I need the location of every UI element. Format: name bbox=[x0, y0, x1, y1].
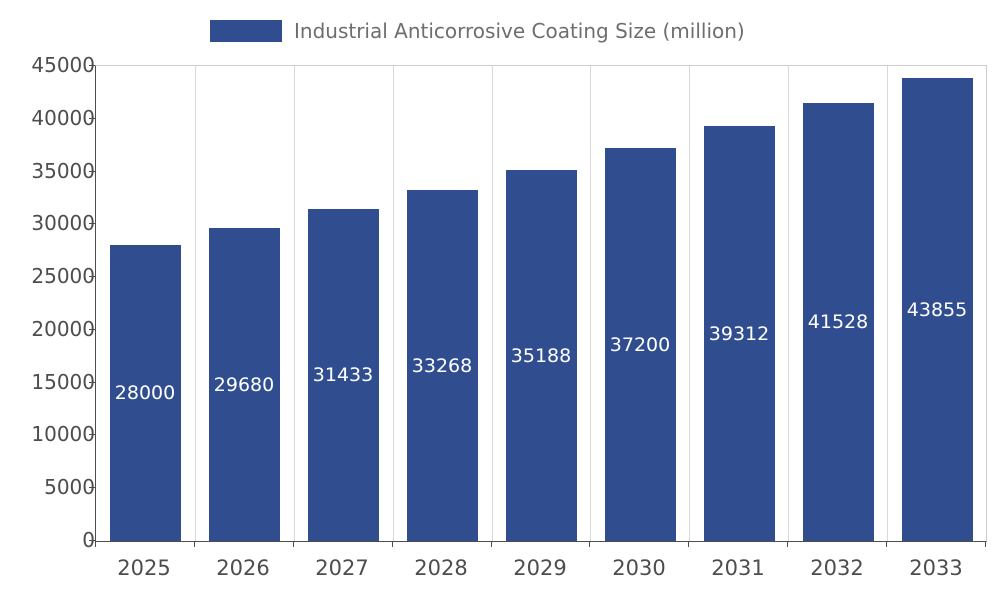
x-tick-label-2030: 2030 bbox=[612, 556, 666, 580]
gridline-vertical bbox=[788, 66, 789, 541]
y-tick-mark bbox=[89, 65, 95, 66]
bar-value-label: 37200 bbox=[609, 333, 671, 356]
x-tick-label-2026: 2026 bbox=[216, 556, 270, 580]
x-tick-label-2032: 2032 bbox=[810, 556, 864, 580]
gridline-vertical bbox=[492, 66, 493, 541]
y-tick-mark bbox=[89, 329, 95, 330]
bar-2033 bbox=[901, 78, 973, 541]
bar-2026 bbox=[208, 228, 280, 541]
x-tick-label-2029: 2029 bbox=[513, 556, 567, 580]
bar-2027 bbox=[307, 209, 379, 541]
x-tick-mark bbox=[392, 541, 393, 547]
bar-value-label: 39312 bbox=[708, 322, 770, 345]
y-tick-mark bbox=[89, 276, 95, 277]
bar-value-label: 43855 bbox=[906, 298, 968, 321]
y-tick-label: 45000 bbox=[31, 53, 95, 77]
y-tick-label: 40000 bbox=[31, 106, 95, 130]
x-tick-mark bbox=[985, 541, 986, 547]
bar-2030 bbox=[604, 148, 676, 541]
y-tick-mark bbox=[89, 223, 95, 224]
x-tick-mark bbox=[886, 541, 887, 547]
x-tick-label-2033: 2033 bbox=[909, 556, 963, 580]
x-tick-mark bbox=[491, 541, 492, 547]
bar-2028 bbox=[406, 190, 478, 541]
bar-2032 bbox=[802, 103, 874, 541]
bar-2029 bbox=[505, 170, 577, 541]
y-tick-label: 20000 bbox=[31, 317, 95, 341]
bar-2025 bbox=[109, 245, 181, 541]
plot-area: 28000 29680 31433 33268 35188 37200 39312 41528… bbox=[95, 65, 987, 542]
x-tick-mark bbox=[293, 541, 294, 547]
bar-2031 bbox=[703, 126, 775, 541]
y-tick-label: 15000 bbox=[31, 370, 95, 394]
gridline-vertical bbox=[393, 66, 394, 541]
legend-swatch[interactable] bbox=[210, 20, 282, 42]
x-tick-mark bbox=[688, 541, 689, 547]
x-tick-mark bbox=[194, 541, 195, 547]
chart-legend[interactable]: Industrial Anticorrosive Coating Size (m… bbox=[210, 18, 745, 44]
bar-value-label: 33268 bbox=[411, 354, 473, 377]
x-tick-mark bbox=[787, 541, 788, 547]
gridline-vertical bbox=[689, 66, 690, 541]
y-tick-label: 35000 bbox=[31, 159, 95, 183]
y-tick-mark bbox=[89, 382, 95, 383]
y-tick-mark bbox=[89, 487, 95, 488]
y-tick-mark bbox=[89, 118, 95, 119]
gridline-vertical bbox=[294, 66, 295, 541]
y-tick-label: 30000 bbox=[31, 211, 95, 235]
x-tick-label-2028: 2028 bbox=[414, 556, 468, 580]
y-tick-mark bbox=[89, 171, 95, 172]
y-tick-mark bbox=[89, 434, 95, 435]
bar-value-label: 28000 bbox=[114, 382, 176, 404]
y-tick-label: 10000 bbox=[31, 422, 95, 446]
y-tick-label: 25000 bbox=[31, 264, 95, 288]
bar-value-label: 29680 bbox=[213, 373, 275, 396]
bar-value-label: 41528 bbox=[807, 311, 869, 333]
y-tick-label: 0 bbox=[82, 528, 95, 552]
x-tick-label-2025: 2025 bbox=[117, 556, 171, 580]
bar-value-label: 31433 bbox=[312, 364, 374, 386]
x-tick-mark bbox=[589, 541, 590, 547]
y-tick-label: 5000 bbox=[44, 475, 95, 499]
y-tick-mark bbox=[89, 540, 95, 541]
x-tick-label-2031: 2031 bbox=[711, 556, 765, 580]
gridline-vertical bbox=[195, 66, 196, 541]
legend-label: Industrial Anticorrosive Coating Size (m… bbox=[294, 19, 745, 43]
x-tick-mark bbox=[95, 541, 96, 547]
bar-value-label: 35188 bbox=[510, 344, 572, 367]
x-tick-label-2027: 2027 bbox=[315, 556, 369, 580]
gridline-vertical bbox=[887, 66, 888, 541]
gridline-vertical bbox=[590, 66, 591, 541]
